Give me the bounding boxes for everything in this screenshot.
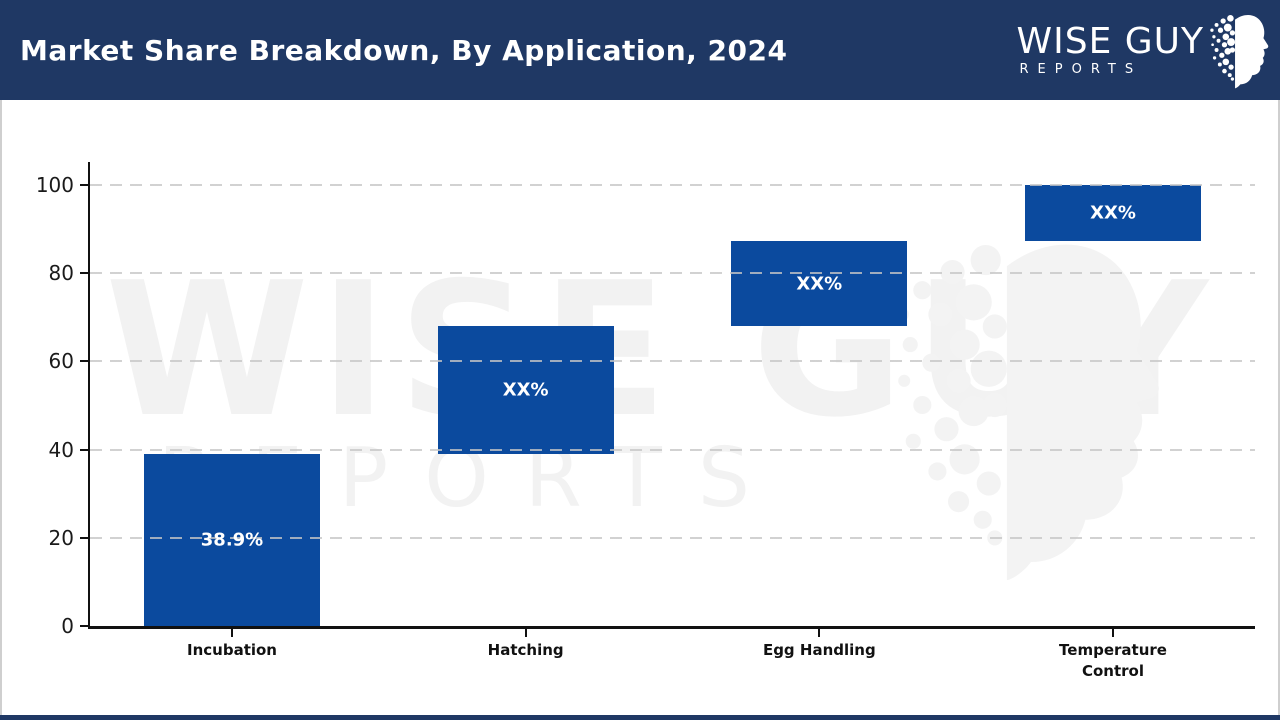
footer-bar [0,715,1280,720]
x-tick-mark [818,629,821,637]
y-tick-label: 40 [48,437,74,462]
y-axis-line [88,162,90,628]
x-tick-mark [1112,629,1114,637]
wise-guy-logo: WISE GUY REPORTS [1017,4,1273,96]
page-title: Market Share Breakdown, By Application, … [20,33,788,67]
y-tick-label: 80 [48,261,74,286]
gridline [90,536,1255,539]
x-axis-line [88,626,1255,629]
logo-face-icon [1210,14,1269,89]
y-tick-label: 20 [48,525,74,550]
bar-value-label: XX% [502,379,549,401]
y-tick-label: 60 [48,349,74,374]
logo-subtitle: REPORTS [1019,62,1143,78]
logo-wordmark: WISE GUY [1016,20,1204,62]
y-tick-mark [80,625,89,627]
gridline [90,184,1255,186]
x-category-label: Temperature Control [1059,641,1167,680]
x-tick-mark [231,629,233,637]
y-tick-label: 100 [35,173,74,197]
bar-value-label: XX% [796,273,843,295]
y-tick-mark [80,184,89,186]
x-category-label: Incubation [187,641,277,659]
x-category-label: Egg Handling [762,641,876,659]
gridline [90,360,1255,363]
y-tick-mark [80,448,89,451]
header-bar: Market Share Breakdown, By Application, … [0,0,1280,100]
y-tick-mark [80,360,89,363]
bar [1025,185,1201,241]
x-category-label: Hatching [487,641,564,659]
y-tick-label: 0 [61,614,74,638]
bar [144,454,320,626]
x-tick-mark [524,629,527,637]
logo-text: WISE GUY REPORTS [1016,20,1205,78]
chart-canvas: 0 20 40 60 80 100 38.9% Incubation XX% Hatching XX… [2,100,1278,715]
y-tick-mark [80,536,89,539]
bar [731,241,908,327]
bar-value-label: XX% [1090,202,1136,224]
y-tick-mark [80,272,89,275]
chart-region: WISE GUY REPORTS 0 20 40 60 80 100 38.9% Incuba… [0,100,1280,715]
bar-value-label: 38.9% [200,529,264,551]
gridline [90,272,1255,275]
gridline [90,448,1255,451]
watermark-face-icon [893,244,1159,581]
bar [437,326,614,455]
